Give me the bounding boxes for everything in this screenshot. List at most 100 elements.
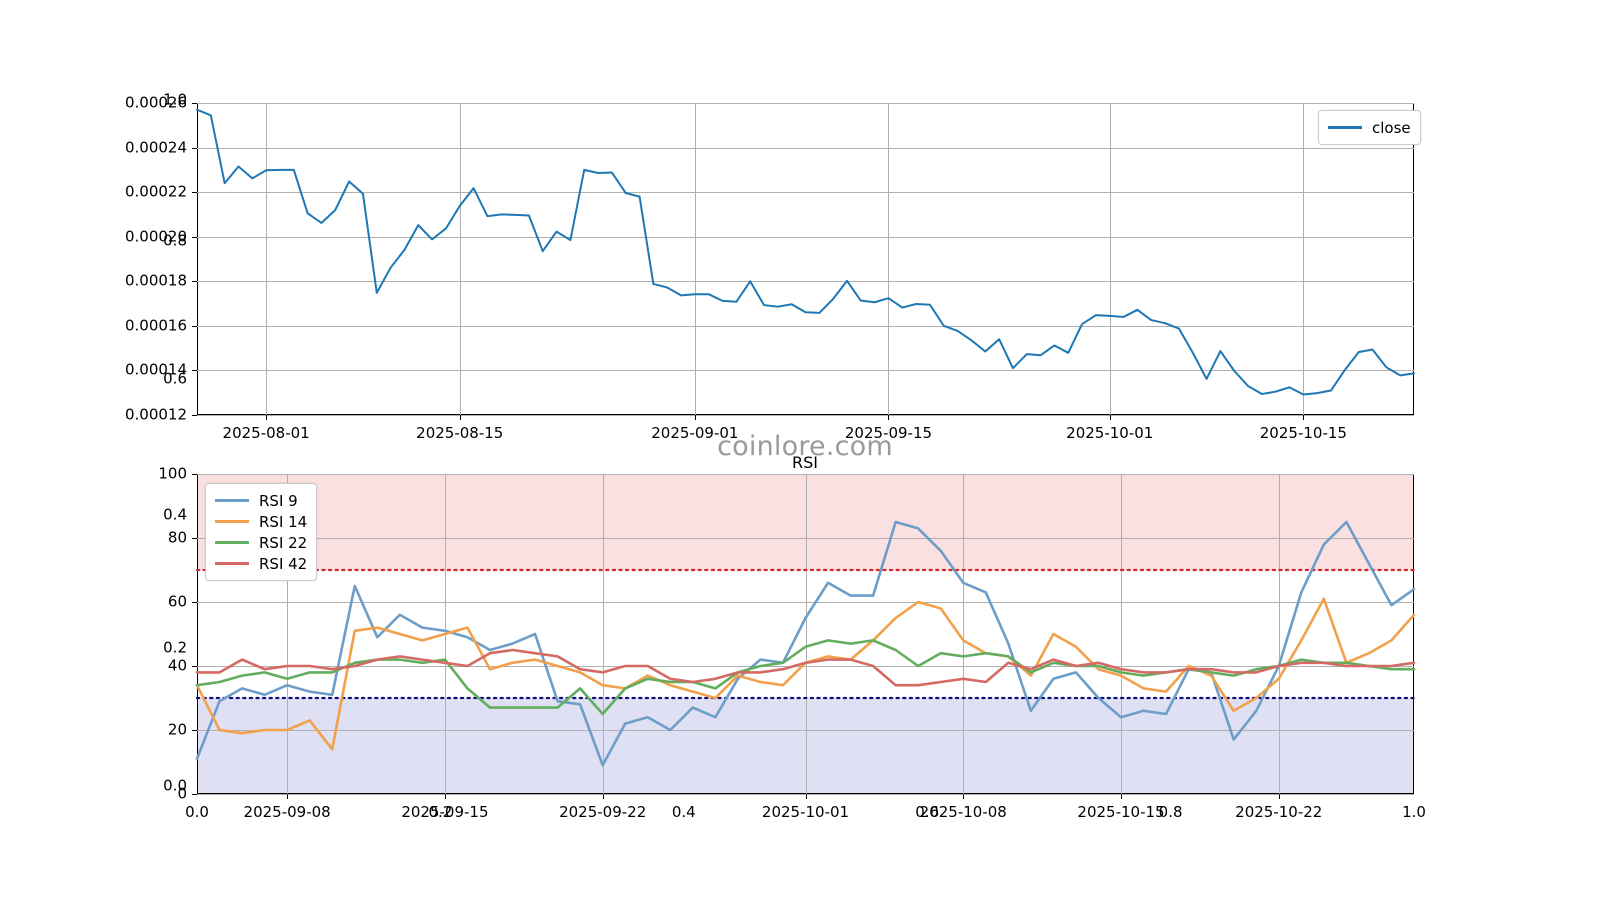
price-y-tickmark bbox=[192, 147, 197, 149]
price-gridline-vertical bbox=[266, 103, 268, 415]
rsi-y-tick-label-secondary: 0.4 bbox=[163, 505, 187, 524]
price-y-tick-label-secondary: 0.8 bbox=[163, 231, 187, 250]
price-y-tick-label: 0.00022 bbox=[124, 182, 187, 201]
price-y-tick-label: 0.00026 bbox=[124, 93, 187, 112]
rsi-x-tick-label: 2025-09-22 bbox=[559, 803, 647, 821]
rsi-x-tick-label-secondary: 1.0 bbox=[1402, 803, 1426, 821]
rsi-y-tickmark bbox=[192, 794, 197, 795]
price-gridline-horizontal bbox=[197, 370, 1414, 372]
rsi-x-tick-label: 2025-09-08 bbox=[243, 803, 331, 821]
price-y-tickmark bbox=[192, 281, 197, 283]
price-y-tick-label: 0.00018 bbox=[124, 271, 187, 290]
price-gridline-vertical bbox=[888, 103, 890, 415]
rsi-x-tick-label-secondary: 0.0 bbox=[185, 803, 209, 821]
price-y-tickmark bbox=[192, 192, 197, 194]
rsi-y-tick-label: 60 bbox=[167, 592, 187, 611]
price-x-tickmark bbox=[459, 415, 461, 420]
rsi-legend-swatch bbox=[215, 562, 249, 565]
rsi-x-tick-label: 2025-10-15 bbox=[1077, 803, 1165, 821]
price-y-tickmark bbox=[192, 370, 197, 372]
rsi-legend-swatch bbox=[215, 541, 249, 544]
rsi-x-tickmark bbox=[805, 794, 807, 799]
rsi-y-tickmark bbox=[192, 538, 197, 539]
rsi-x-tick-label-secondary: 0.6 bbox=[915, 803, 940, 821]
price-x-tick-label: 2025-10-15 bbox=[1259, 424, 1347, 442]
price-y-tick-label: 0.00012 bbox=[124, 405, 187, 424]
rsi-x-tickmark bbox=[444, 794, 446, 799]
price-x-tick-label: 2025-08-01 bbox=[222, 424, 310, 442]
price-y-tickmark bbox=[192, 103, 197, 104]
rsi-x-tick-label: 2025-09-15 bbox=[401, 803, 489, 821]
rsi-y-tick-label: 80 bbox=[167, 528, 187, 547]
rsi-x-tickmark bbox=[1278, 794, 1280, 799]
rsi-chart-title: RSI bbox=[792, 453, 818, 472]
price-gridline-horizontal bbox=[197, 147, 1414, 149]
price-x-tickmark bbox=[1109, 415, 1111, 420]
price-gridline-vertical bbox=[459, 103, 461, 415]
rsi-legend-swatch bbox=[215, 520, 249, 523]
price-gridline-horizontal bbox=[197, 415, 1414, 416]
price-close-line bbox=[196, 108, 1415, 396]
price-y-tick-label: 0.00014 bbox=[124, 360, 187, 379]
rsi-y-tickmark bbox=[192, 474, 197, 475]
price-x-tick-label: 2025-09-15 bbox=[844, 424, 933, 442]
price-legend: close bbox=[1318, 110, 1421, 145]
price-x-tick-label: 2025-09-01 bbox=[651, 424, 739, 442]
rsi-y-tick-label: 100 bbox=[158, 464, 187, 483]
price-legend-row: close bbox=[1328, 117, 1411, 138]
rsi-legend-label: RSI 14 bbox=[259, 512, 308, 531]
rsi-42-line bbox=[195, 648, 1416, 687]
price-x-tick-label: 2025-10-01 bbox=[1066, 424, 1154, 442]
price-gridline-horizontal bbox=[197, 325, 1414, 327]
price-gridline-vertical bbox=[694, 103, 696, 415]
rsi-legend: RSI 9 RSI 14 RSI 22 RSI 42 bbox=[205, 483, 318, 581]
rsi-x-tick-label: 2025-10-08 bbox=[919, 803, 1007, 821]
rsi-legend-row: RSI 9 bbox=[215, 490, 307, 511]
rsi-legend-row: RSI 14 bbox=[215, 511, 307, 532]
price-gridline-horizontal bbox=[197, 236, 1414, 238]
rsi-legend-swatch bbox=[215, 499, 249, 502]
price-gridline-horizontal bbox=[197, 192, 1414, 194]
price-line-plot bbox=[196, 108, 1415, 396]
rsi-legend-label: RSI 9 bbox=[259, 491, 298, 510]
rsi-y-tickmark bbox=[192, 666, 197, 667]
price-y-tickmark bbox=[192, 415, 197, 416]
rsi-legend-label: RSI 42 bbox=[259, 554, 308, 573]
price-y-tick-label: 0.00020 bbox=[124, 227, 187, 246]
rsi-x-tickmark bbox=[1121, 794, 1123, 799]
rsi-gridline-vertical bbox=[1278, 474, 1280, 794]
price-y-tick-label: 0.00016 bbox=[124, 316, 187, 335]
rsi-line-plot bbox=[195, 520, 1416, 767]
price-y-tick-label-secondary: 0.6 bbox=[163, 369, 187, 388]
rsi-x-tick-label-secondary: 0.8 bbox=[1158, 803, 1183, 821]
rsi-y-tick-label-secondary: 0.0 bbox=[163, 776, 187, 795]
price-x-tickmark bbox=[1303, 415, 1305, 420]
price-y-tickmark bbox=[192, 325, 197, 327]
price-gridline-vertical bbox=[1303, 103, 1305, 415]
rsi-x-tickmark bbox=[602, 794, 604, 799]
price-legend-swatch bbox=[1328, 126, 1362, 129]
rsi-y-tickmark bbox=[192, 602, 197, 603]
rsi-gridline-vertical bbox=[602, 474, 604, 794]
rsi-gridline-vertical bbox=[1121, 474, 1123, 794]
rsi-9-line bbox=[195, 520, 1416, 767]
price-gridline-horizontal bbox=[197, 103, 1414, 104]
rsi-x-tick-label-secondary: 0.4 bbox=[671, 803, 696, 821]
rsi-x-tick-label-secondary: 0.2 bbox=[428, 803, 453, 821]
price-gridline-horizontal bbox=[197, 281, 1414, 283]
rsi-x-tick-label: 2025-10-01 bbox=[761, 803, 850, 821]
rsi-x-tickmark bbox=[287, 794, 289, 799]
rsi-legend-label: RSI 22 bbox=[259, 533, 308, 552]
price-x-tickmark bbox=[694, 415, 696, 420]
price-x-tick-label: 2025-08-15 bbox=[416, 424, 504, 442]
rsi-y-tickmark bbox=[192, 730, 197, 731]
rsi-legend-row: RSI 22 bbox=[215, 532, 307, 553]
rsi-x-tick-label: 2025-10-22 bbox=[1235, 803, 1323, 821]
rsi-gridline-vertical bbox=[287, 474, 289, 794]
rsi-gridline-vertical bbox=[805, 474, 807, 794]
watermark-coinlore: coinlore.com bbox=[717, 431, 893, 462]
rsi-x-tickmark bbox=[963, 794, 965, 799]
rsi-gridline-vertical bbox=[963, 474, 965, 794]
price-legend-label: close bbox=[1372, 118, 1411, 137]
